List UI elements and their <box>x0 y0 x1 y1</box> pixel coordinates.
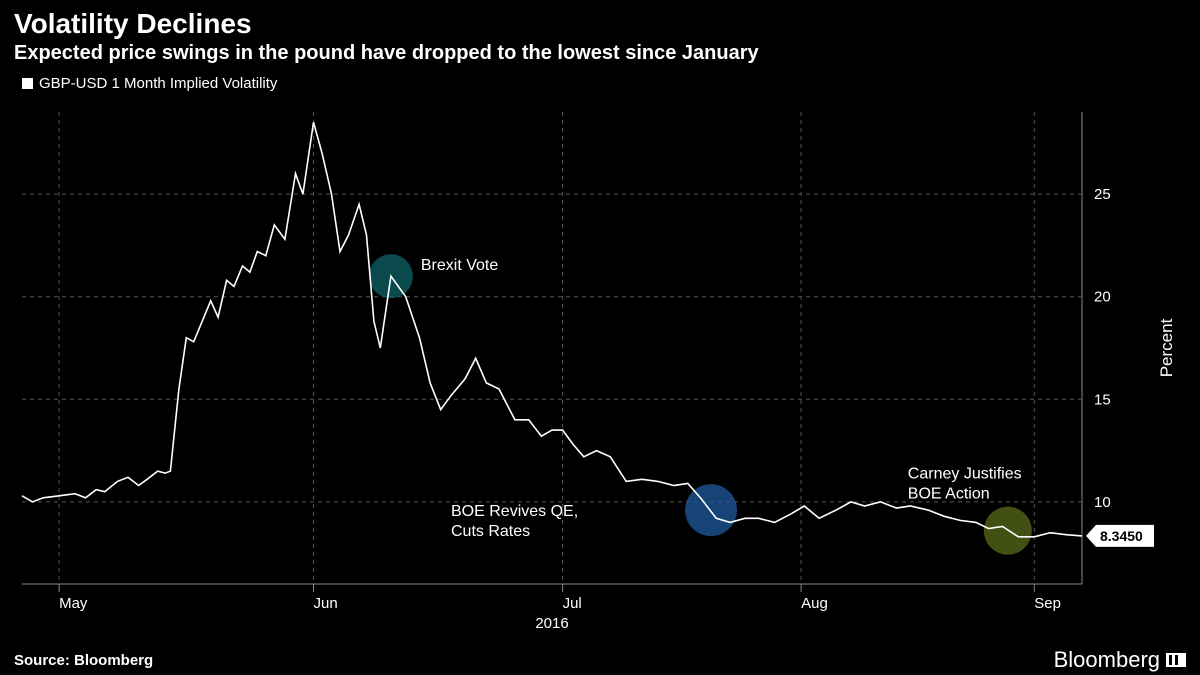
chart-title: Volatility Declines <box>0 0 1200 42</box>
chart-subtitle: Expected price swings in the pound have … <box>0 42 1200 71</box>
brand-logo: Bloomberg <box>1054 647 1186 673</box>
x-tick-label: Aug <box>801 595 828 612</box>
legend-swatch <box>22 78 33 89</box>
y-tick-label: 10 <box>1094 494 1111 511</box>
x-tick-label: May <box>59 595 88 612</box>
last-value-label: 8.3450 <box>1100 528 1143 544</box>
annotation-label: Cuts Rates <box>451 523 530 540</box>
annotation-label: Brexit Vote <box>421 257 498 274</box>
x-tick-label: Jun <box>314 595 338 612</box>
legend: GBP-USD 1 Month Implied Volatility <box>0 71 1200 94</box>
y-axis-title: Percent <box>1157 318 1176 377</box>
annotation-label: Carney Justifies <box>908 466 1022 483</box>
source-text: Source: Bloomberg <box>14 652 153 669</box>
footer: Source: Bloomberg Bloomberg <box>0 645 1200 675</box>
x-tick-label: Sep <box>1034 595 1061 612</box>
annotation-label: BOE Action <box>908 486 990 503</box>
x-tick-label: Jul <box>563 595 582 612</box>
y-tick-label: 15 <box>1094 391 1111 408</box>
legend-label: GBP-USD 1 Month Implied Volatility <box>39 75 277 92</box>
x-year-label: 2016 <box>535 615 568 632</box>
annotation-label: BOE Revives QE, <box>451 503 578 520</box>
line-chart: 10 15 20 25 May Jun Jul Aug Sep 2016 Percent Brexit… <box>0 98 1200 638</box>
y-tick-label: 20 <box>1094 289 1111 306</box>
brand-icon <box>1166 653 1186 667</box>
brand-text: Bloomberg <box>1054 647 1160 673</box>
annotation-marker <box>685 484 737 536</box>
y-tick-label: 25 <box>1094 186 1111 203</box>
